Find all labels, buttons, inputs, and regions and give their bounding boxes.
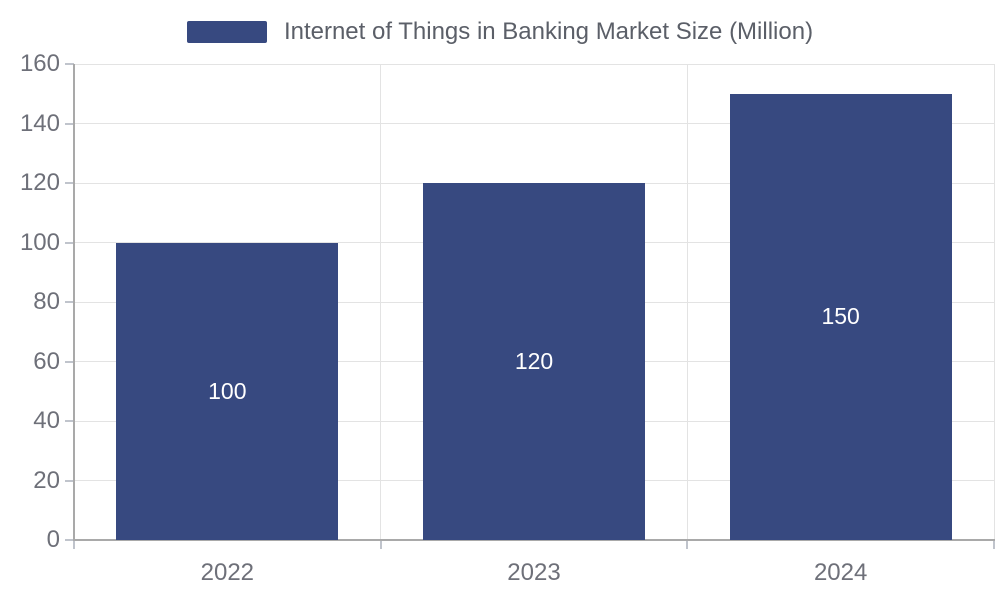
y-tick bbox=[65, 301, 74, 303]
legend[interactable]: Internet of Things in Banking Market Siz… bbox=[0, 18, 1000, 46]
y-tick bbox=[65, 420, 74, 422]
y-gridline bbox=[74, 123, 994, 124]
x-axis-line bbox=[73, 539, 995, 541]
y-tick bbox=[65, 479, 74, 482]
legend-label[interactable]: Internet of Things in Banking Market Siz… bbox=[283, 18, 814, 45]
bar-value-label: 120 bbox=[514, 348, 554, 374]
x-tick bbox=[379, 540, 382, 549]
y-tick-label: 160 bbox=[19, 50, 60, 77]
y-tick-label: 0 bbox=[46, 526, 60, 553]
y-tick-label: 80 bbox=[33, 288, 60, 315]
x-gridline bbox=[686, 64, 688, 540]
x-gridline bbox=[380, 64, 382, 540]
x-tick bbox=[993, 540, 995, 549]
x-tick-label: 2024 bbox=[813, 559, 868, 586]
y-tick-label: 20 bbox=[33, 466, 60, 494]
x-gridline bbox=[993, 64, 995, 540]
y-tick-label: 140 bbox=[19, 109, 60, 137]
legend-swatch-icon[interactable] bbox=[186, 21, 267, 43]
y-axis-line bbox=[73, 64, 75, 541]
y-tick-label: 40 bbox=[33, 407, 60, 434]
y-tick bbox=[65, 122, 74, 125]
y-tick bbox=[65, 63, 74, 65]
bar-value-label: 150 bbox=[821, 303, 860, 330]
x-tick-label: 2023 bbox=[507, 559, 561, 586]
y-tick bbox=[65, 182, 74, 184]
x-tick bbox=[686, 540, 689, 549]
bar[interactable]: 150 bbox=[729, 93, 952, 540]
x-tick bbox=[73, 540, 75, 549]
x-tick-label: 2022 bbox=[200, 559, 255, 586]
y-tick-label: 100 bbox=[19, 228, 60, 256]
bar-value-label: 100 bbox=[208, 377, 247, 404]
y-tick bbox=[65, 539, 74, 541]
bar[interactable]: 100 bbox=[116, 242, 339, 540]
y-tick-label: 120 bbox=[19, 169, 60, 196]
y-gridline bbox=[74, 63, 994, 65]
y-tick bbox=[65, 360, 74, 363]
y-tick bbox=[65, 241, 74, 244]
y-tick-label: 60 bbox=[33, 347, 60, 375]
bar[interactable]: 120 bbox=[423, 183, 645, 540]
